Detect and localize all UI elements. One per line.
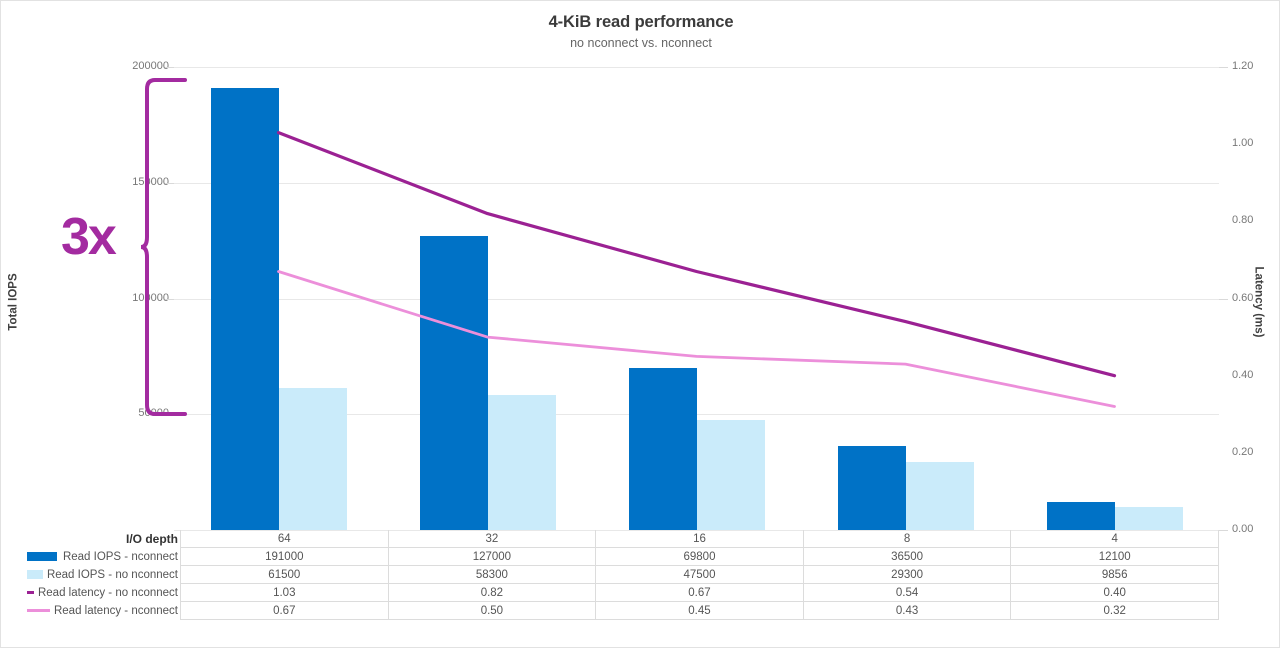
y-axis-right-tick-mark [1219, 67, 1228, 68]
table-category-cell: 4 [1010, 530, 1219, 548]
y-axis-right-tick-label: 0.40 [1232, 368, 1254, 381]
legend-label: Read latency - no nconnect [37, 586, 178, 599]
chart-title: 4-KiB read performance [548, 13, 734, 31]
line-latency-nconnect [277, 270, 1116, 408]
table-category-cell: 8 [802, 530, 1012, 548]
legend-swatch-bar-icon [27, 552, 57, 561]
table-value-cell: 0.67 [595, 583, 804, 602]
table-value-cell: 47500 [595, 565, 804, 584]
bar-iops-no-nconnect-16 [697, 420, 765, 530]
table-value-cell: 12100 [1010, 547, 1219, 566]
y-axis-left-tick-mark [165, 182, 174, 184]
legend-swatch-line-icon [27, 591, 34, 594]
bar-iops-nconnect-4 [1047, 502, 1115, 530]
table-category-cell: 16 [595, 530, 804, 548]
table-value-cell: 0.40 [1010, 583, 1219, 602]
bar-iops-nconnect-32 [420, 236, 488, 530]
bar-iops-no-nconnect-64 [279, 388, 347, 530]
table-value-cell: 0.45 [595, 601, 804, 620]
y-axis-right-tick-label: 0.00 [1232, 523, 1254, 535]
y-axis-right-tick-mark [1219, 298, 1228, 300]
table-category-cell: 32 [387, 530, 597, 548]
table-value-cell: 36500 [802, 547, 1012, 566]
table-row-header: I/O depth 64 32 16 8 4 [23, 530, 1219, 548]
table-row: Read latency - nconnect 0.67 0.50 0.45 0.43 0… [23, 601, 1219, 620]
table-legend-cell: Read IOPS - no nconnect [23, 565, 181, 584]
legend-label: Read IOPS - no nconnect [46, 568, 178, 581]
table-value-cell: 58300 [387, 565, 597, 584]
table-value-cell: 0.54 [802, 583, 1012, 602]
table-value-cell: 191000 [180, 547, 389, 566]
table-value-cell: 9856 [1010, 565, 1219, 584]
bar-iops-nconnect-16 [629, 368, 697, 530]
table-value-cell: 29300 [802, 565, 1012, 584]
legend-swatch-bar-icon [27, 570, 43, 579]
table-value-cell: 0.43 [802, 601, 1012, 620]
y-axis-right-tick-label: 1.20 [1232, 60, 1254, 72]
gridline [174, 183, 1219, 184]
y-axis-right-tick-label: 0.60 [1232, 291, 1254, 304]
table-row: Read IOPS - no nconnect 61500 58300 47500 29… [23, 565, 1219, 584]
table-legend-cell: Read latency - no nconnect [23, 583, 181, 602]
table-value-cell: 0.50 [387, 601, 597, 620]
table-value-cell: 0.82 [387, 583, 597, 602]
bar-iops-no-nconnect-4 [1115, 507, 1183, 530]
table-value-cell: 61500 [180, 565, 389, 584]
table-value-cell: 1.03 [180, 583, 389, 602]
y-axis-left-tick-label: 150000 [132, 175, 169, 188]
table-value-cell: 0.67 [180, 601, 389, 620]
table-value-cell: 127000 [387, 547, 597, 566]
data-table: I/O depth 64 32 16 8 4 Read IOPS - nconnect 191… [23, 530, 1219, 620]
y-axis-right-tick-label: 0.20 [1232, 445, 1254, 458]
y-axis-right-tick-mark [1219, 530, 1228, 531]
y-axis-right-tick-label: 1.00 [1232, 137, 1254, 150]
line-latency-no-nconnect [276, 130, 1117, 378]
annotation-brace-icon [140, 78, 187, 416]
y-axis-left-tick-mark [165, 67, 174, 68]
plot-area [174, 67, 1219, 531]
table-legend-cell: Read latency - nconnect [23, 601, 181, 620]
annotation-3x-label: 3x [61, 208, 117, 266]
table-row: Read IOPS - nconnect 191000 127000 69800 365… [23, 547, 1219, 566]
y-axis-left-tick-label: 200000 [132, 60, 169, 72]
bar-iops-nconnect-8 [838, 446, 906, 530]
bar-iops-no-nconnect-32 [488, 395, 556, 530]
table-value-cell: 0.32 [1010, 601, 1219, 620]
gridline [174, 67, 1219, 68]
table-legend-cell: Read IOPS - nconnect [23, 547, 181, 566]
y-axis-left-tick-mark [165, 298, 174, 300]
y-axis-right-ticks: 1.20 1.00 0.80 0.60 0.40 0.20 0.00 [1232, 1, 1279, 647]
table-value-cell: 69800 [595, 547, 804, 566]
table-header-label: I/O depth [126, 531, 178, 546]
table-row: Read latency - no nconnect 1.03 0.82 0.67 0.… [23, 583, 1219, 602]
bar-iops-no-nconnect-8 [906, 462, 974, 530]
y-axis-left-title: Total IOPS [7, 273, 20, 331]
y-axis-right-tick-label: 0.80 [1232, 214, 1254, 227]
table-header-cell: I/O depth [23, 530, 181, 548]
gridline [174, 299, 1219, 300]
legend-swatch-line-icon [27, 609, 50, 612]
y-axis-left-tick-label: 100000 [132, 291, 169, 304]
bar-iops-nconnect-64 [211, 88, 279, 530]
line-series-group [276, 130, 1117, 408]
legend-label: Read latency - nconnect [53, 604, 178, 617]
table-category-cell: 64 [180, 530, 389, 548]
chart-subtitle: no nconnect vs. nconnect [570, 36, 712, 50]
legend-label: Read IOPS - nconnect [62, 550, 178, 563]
